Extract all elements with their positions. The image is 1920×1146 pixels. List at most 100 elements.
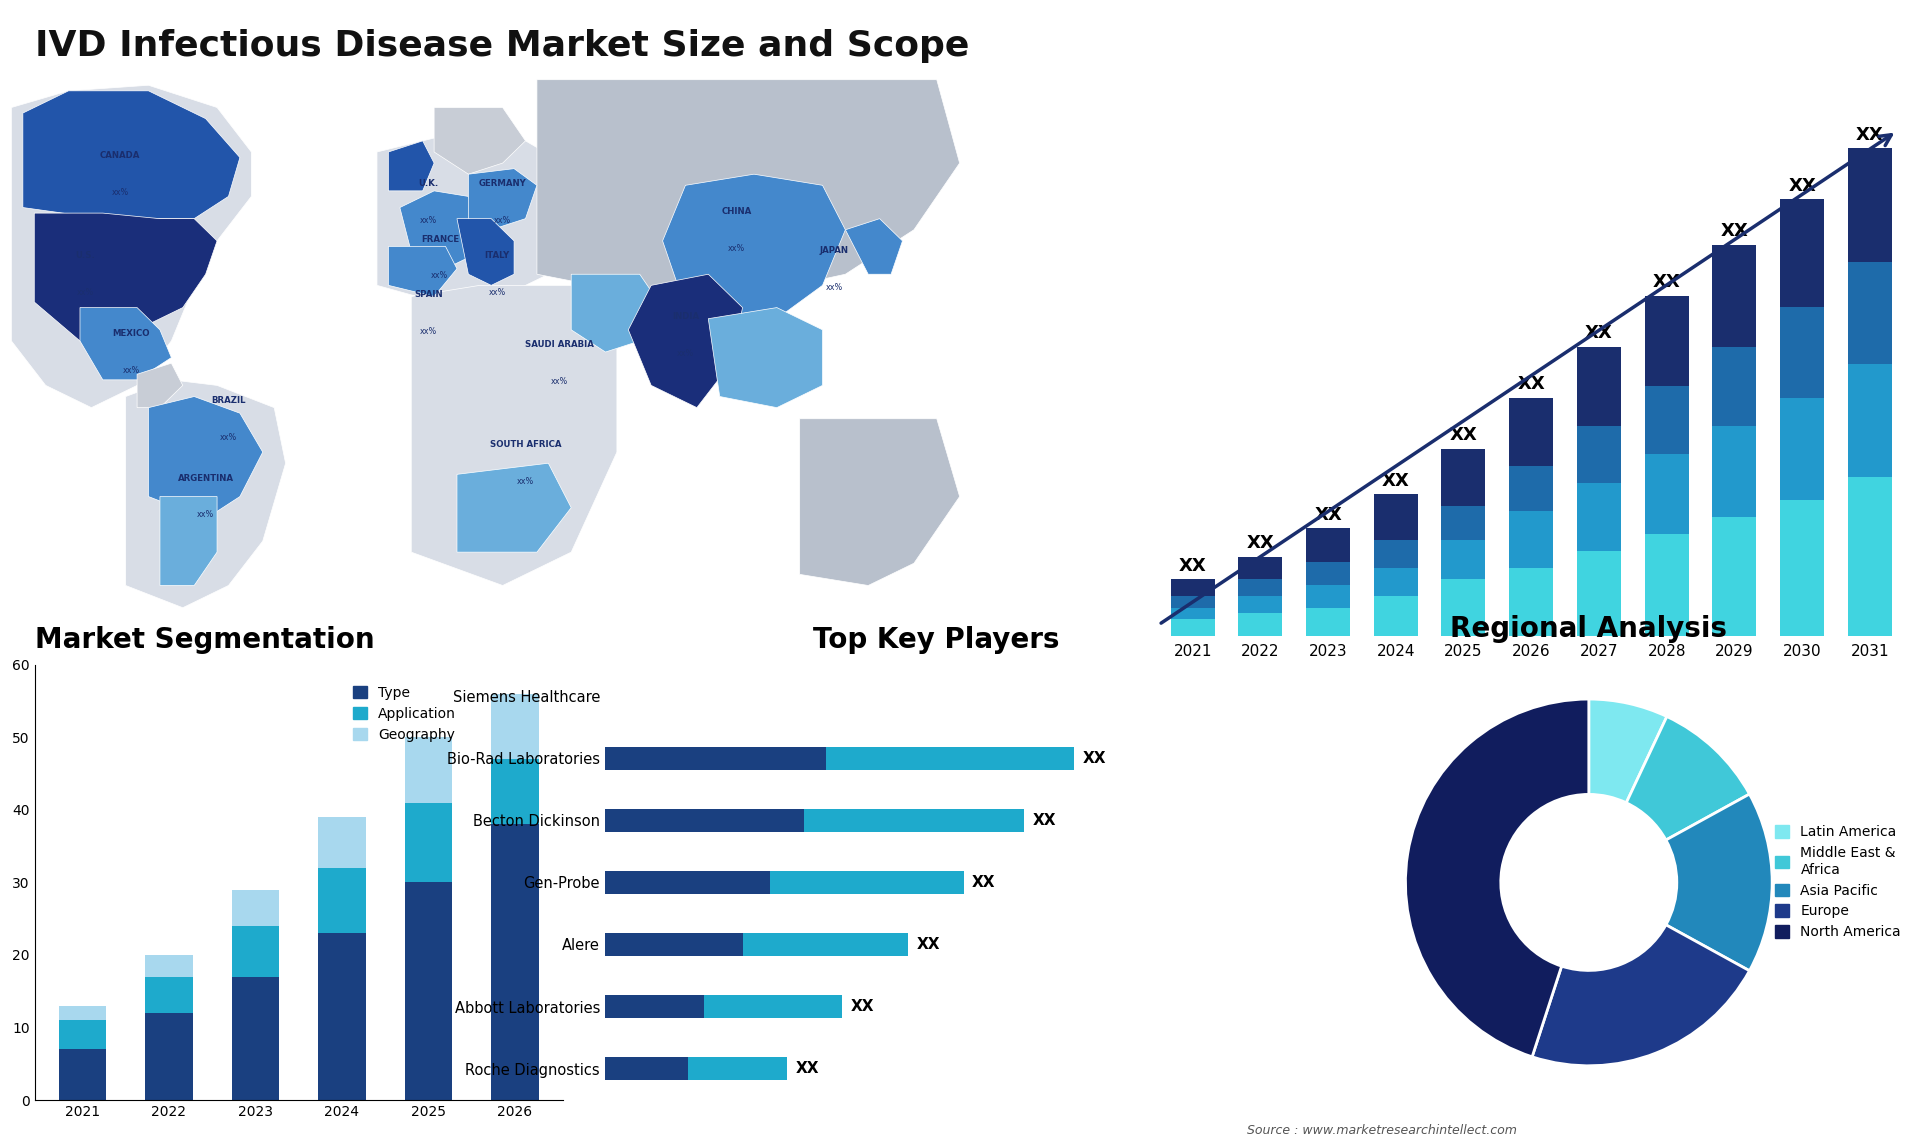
Polygon shape xyxy=(125,379,286,607)
Text: XX: XX xyxy=(1517,375,1546,393)
Text: xx%: xx% xyxy=(77,288,94,297)
Text: SOUTH AFRICA: SOUTH AFRICA xyxy=(490,440,561,449)
Text: MEXICO: MEXICO xyxy=(113,329,150,338)
Text: BRAZIL: BRAZIL xyxy=(211,395,246,405)
Polygon shape xyxy=(148,397,263,519)
Text: xx%: xx% xyxy=(488,288,505,297)
Text: SAUDI ARABIA: SAUDI ARABIA xyxy=(526,340,593,350)
Bar xyxy=(1713,244,1757,346)
Legend: Type, Application, Geography: Type, Application, Geography xyxy=(348,681,461,747)
Bar xyxy=(405,802,451,882)
Bar xyxy=(1375,540,1417,568)
Text: XX: XX xyxy=(1720,222,1749,240)
Bar xyxy=(405,882,451,1100)
Text: FRANCE: FRANCE xyxy=(420,235,459,244)
Bar xyxy=(1847,363,1891,477)
Text: XX: XX xyxy=(1857,126,1884,143)
Text: XX: XX xyxy=(1179,557,1206,575)
Bar xyxy=(492,759,540,824)
Bar xyxy=(605,1057,687,1081)
Polygon shape xyxy=(434,108,526,174)
Bar xyxy=(605,746,826,770)
Bar xyxy=(1442,540,1486,579)
Bar xyxy=(1576,346,1620,426)
Text: CANADA: CANADA xyxy=(100,151,140,160)
Bar xyxy=(1306,584,1350,607)
Bar xyxy=(1375,494,1417,540)
Polygon shape xyxy=(572,274,662,352)
Text: IVD Infectious Disease Market Size and Scope: IVD Infectious Disease Market Size and S… xyxy=(35,29,970,63)
Bar xyxy=(1847,477,1891,636)
Text: JAPAN: JAPAN xyxy=(820,245,849,254)
Bar xyxy=(1238,557,1283,579)
Text: XX: XX xyxy=(851,999,874,1014)
Bar xyxy=(1306,607,1350,636)
Bar xyxy=(60,1020,106,1050)
Bar xyxy=(605,995,705,1019)
Wedge shape xyxy=(1405,699,1590,1057)
Text: MARKET
RESEARCH
INTELLECT: MARKET RESEARCH INTELLECT xyxy=(1791,60,1855,96)
Polygon shape xyxy=(136,363,182,408)
Polygon shape xyxy=(708,307,822,408)
Bar xyxy=(1442,505,1486,540)
Bar xyxy=(1645,455,1688,534)
Bar xyxy=(232,926,278,976)
Bar xyxy=(1847,261,1891,363)
Text: xx%: xx% xyxy=(123,366,140,375)
Bar xyxy=(146,1013,192,1100)
Polygon shape xyxy=(12,85,252,408)
Bar xyxy=(60,1006,106,1020)
Text: xx%: xx% xyxy=(826,283,843,291)
Bar xyxy=(1713,426,1757,517)
Text: XX: XX xyxy=(1033,813,1056,827)
Bar xyxy=(1375,596,1417,636)
Bar xyxy=(60,1050,106,1100)
Polygon shape xyxy=(799,418,960,586)
Bar xyxy=(1238,613,1283,636)
Bar xyxy=(1442,449,1486,505)
Bar xyxy=(605,871,770,894)
Bar xyxy=(232,976,278,1100)
Bar xyxy=(1780,199,1824,307)
Bar xyxy=(146,976,192,1013)
Bar xyxy=(1306,563,1350,584)
Bar xyxy=(319,817,365,868)
Text: CHINA: CHINA xyxy=(722,207,753,215)
Polygon shape xyxy=(159,496,217,586)
Bar xyxy=(1645,386,1688,455)
Polygon shape xyxy=(468,168,538,229)
Bar xyxy=(405,737,451,802)
Wedge shape xyxy=(1532,925,1749,1066)
Text: Source : www.marketresearchintellect.com: Source : www.marketresearchintellect.com xyxy=(1248,1124,1517,1137)
Bar xyxy=(1576,551,1620,636)
Bar xyxy=(770,871,964,894)
Bar xyxy=(1171,607,1215,619)
Polygon shape xyxy=(628,274,743,408)
Bar xyxy=(1171,579,1215,596)
Text: XX: XX xyxy=(1246,534,1275,552)
Text: XX: XX xyxy=(1382,472,1409,489)
Bar xyxy=(687,1057,787,1081)
Bar xyxy=(1509,465,1553,511)
Bar xyxy=(803,809,1025,832)
Text: XX: XX xyxy=(1313,505,1342,524)
Bar xyxy=(1576,426,1620,482)
Bar xyxy=(605,933,743,956)
Bar xyxy=(1713,517,1757,636)
Text: XX: XX xyxy=(1450,426,1476,445)
Bar xyxy=(1645,534,1688,636)
Polygon shape xyxy=(845,219,902,274)
Bar xyxy=(743,933,908,956)
Bar xyxy=(1375,568,1417,596)
Legend: Latin America, Middle East &
Africa, Asia Pacific, Europe, North America: Latin America, Middle East & Africa, Asi… xyxy=(1770,819,1907,945)
Text: GERMANY: GERMANY xyxy=(478,179,526,188)
Bar xyxy=(1509,398,1553,465)
Text: XX: XX xyxy=(916,937,941,952)
Bar xyxy=(146,955,192,976)
Bar xyxy=(492,824,540,1100)
Bar xyxy=(705,995,843,1019)
Bar xyxy=(319,868,365,933)
Polygon shape xyxy=(1684,78,1755,109)
Text: U.K.: U.K. xyxy=(419,179,438,188)
Text: ITALY: ITALY xyxy=(484,251,509,260)
